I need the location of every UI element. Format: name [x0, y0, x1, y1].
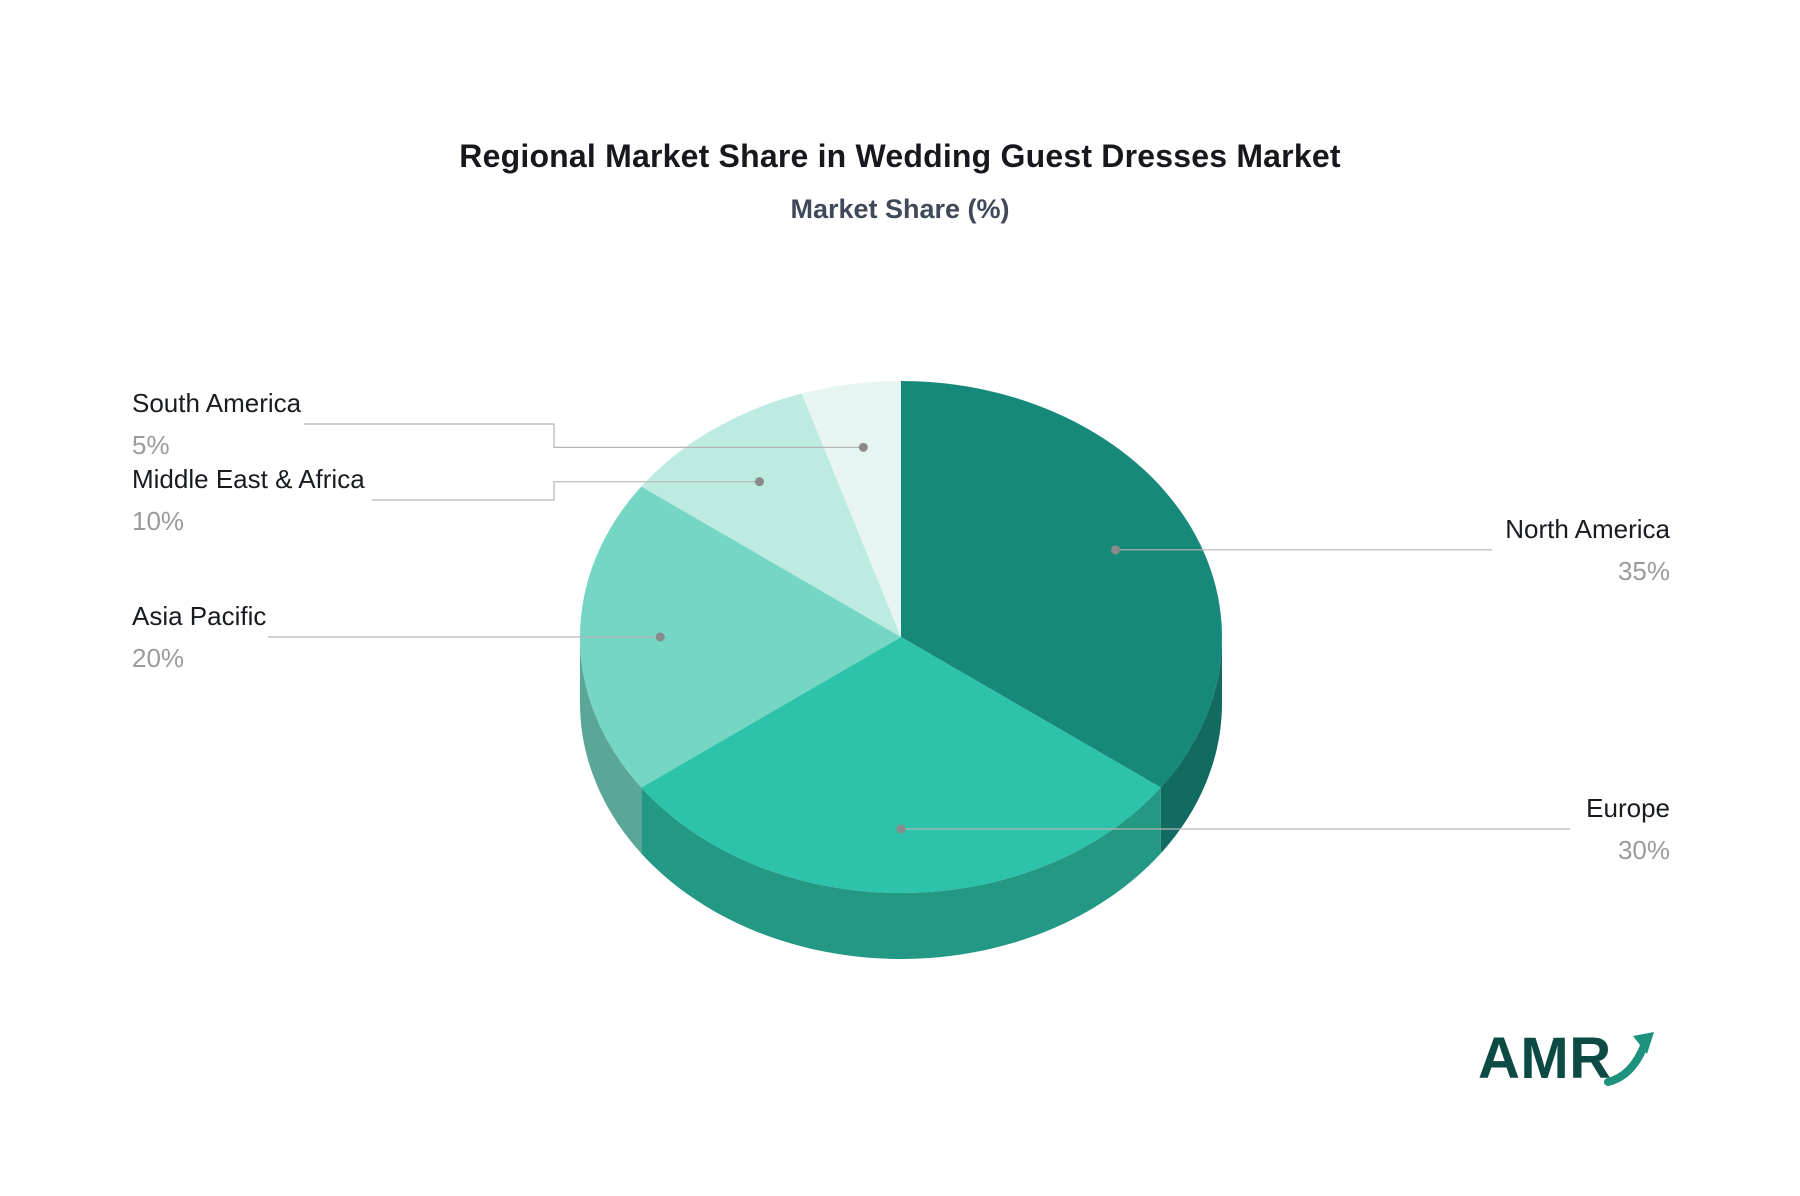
slice-value: 10%: [132, 506, 185, 536]
label-dot-asia-pacific: [655, 632, 665, 642]
slice-value: 30%: [1617, 835, 1670, 865]
pie-slice-asia-pacific[interactable]: [580, 486, 901, 788]
logo-arrow-icon: [1603, 1032, 1654, 1086]
slice-value: 35%: [1617, 555, 1670, 586]
slice-value: 20%: [132, 643, 185, 673]
slice-label-asia-pacific: Asia Pacific 20%: [132, 595, 266, 679]
label-dot-europe: [896, 824, 906, 834]
slice-label-europe: Europe 30%: [1586, 787, 1670, 871]
slice-label-middle-east-africa: Middle East & Africa 10%: [132, 458, 365, 542]
chart-subtitle: Market Share (%): [790, 194, 1010, 224]
chart-title: Regional Market Share in Wedding Guest D…: [459, 138, 1341, 174]
slice-label-south-america: South America 5%: [132, 382, 301, 466]
label-dot-north-america: [1111, 545, 1121, 555]
pie-slice-side-asia-pacific: [580, 637, 642, 854]
slice-name: North America: [1505, 513, 1670, 544]
slice-name: Europe: [1586, 793, 1670, 823]
pie-slice-side-north-america: [1160, 637, 1222, 854]
label-line-middle-east-africa: [372, 481, 760, 501]
slice-value: 5%: [132, 430, 170, 460]
pie-slice-side-europe: [641, 787, 1161, 959]
slice-label-north-america: North America 35%: [1505, 508, 1670, 592]
pie-slice-south-america[interactable]: [801, 381, 901, 637]
slice-name: South America: [132, 388, 302, 418]
slice-name: Middle East & Africa: [132, 464, 365, 494]
label-dot-south-america: [858, 442, 868, 452]
pie-slice-north-america[interactable]: [901, 381, 1222, 788]
slice-name: Asia Pacific: [132, 601, 267, 631]
pie-slice-middle-east-africa[interactable]: [641, 393, 901, 637]
amr-logo-text: AMR: [1478, 1026, 1612, 1091]
label-dot-middle-east-africa: [754, 477, 764, 487]
amr-logo: AMR: [1478, 1028, 1658, 1090]
label-line-south-america: [304, 423, 864, 448]
